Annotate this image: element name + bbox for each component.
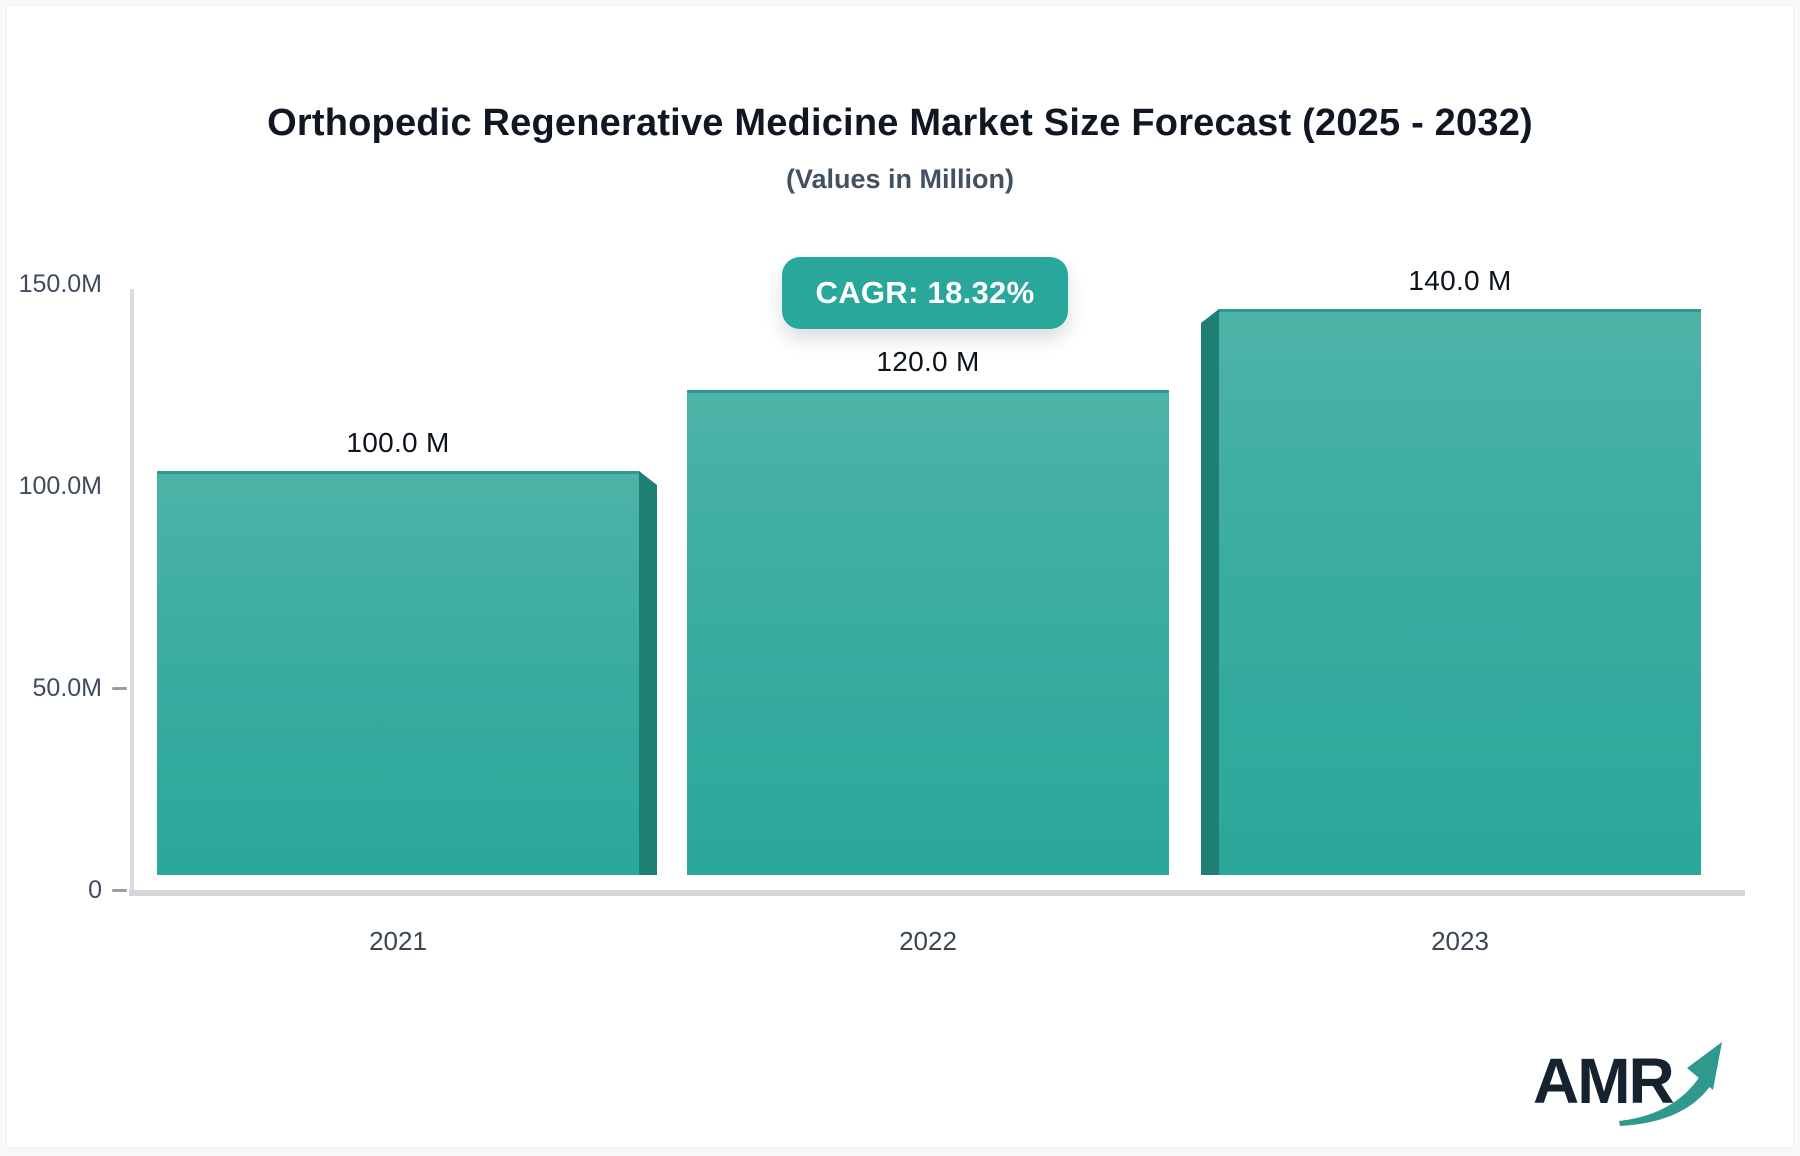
cagr-badge: CAGR: 18.32% [782, 257, 1068, 329]
bar-value-label: 100.0 M [346, 427, 450, 458]
x-axis-line [129, 890, 1745, 896]
x-axis-label-2021: 2021 [369, 926, 427, 956]
bar-group-2023: 140.0 M [1219, 265, 1701, 875]
cagr-badge-label: CAGR: 18.32% [815, 275, 1035, 310]
amr-logo-text: AMR [1533, 1045, 1675, 1117]
bar-value-label: 120.0 M [876, 346, 980, 377]
bar-2023 [1219, 309, 1701, 875]
bar-2022 [687, 390, 1169, 875]
x-axis-label-2022: 2022 [899, 926, 957, 956]
bar-side-shadow [1201, 309, 1219, 875]
growth-arrow-icon [1619, 1042, 1722, 1126]
tick-dash [112, 686, 127, 690]
chart-title: Orthopedic Regenerative Medicine Market … [267, 102, 1533, 144]
tick-dash [112, 888, 127, 892]
x-axis-label-2023: 2023 [1431, 926, 1489, 956]
bar-side-shadow [639, 471, 657, 875]
bar-group-2021: 100.0 M [157, 427, 639, 875]
amr-logo: AMR [1533, 1036, 1763, 1146]
chart-subtitle: (Values in Million) [785, 164, 1015, 194]
bar-group-2022: 120.0 M [687, 346, 1169, 875]
chart-card: Orthopedic Regenerative Medicine Market … [6, 5, 1794, 1148]
bar-2021 [157, 471, 639, 875]
bar-value-label: 140.0 M [1408, 265, 1512, 296]
y-axis-line [130, 289, 134, 890]
bar-chart: 0 50.0M 100.0M 150.0M 100.0 M 120.0 M 14… [7, 6, 1793, 1147]
